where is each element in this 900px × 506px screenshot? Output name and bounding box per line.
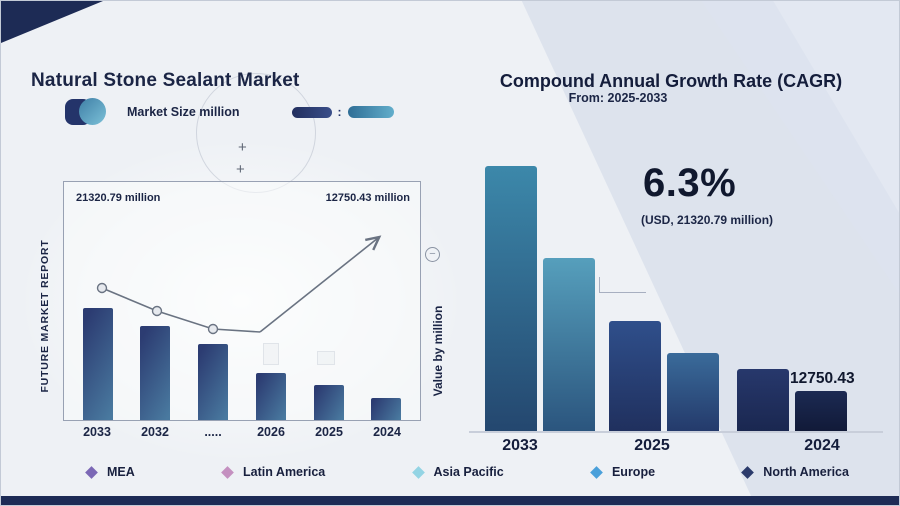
- market-size-bars: [64, 182, 420, 420]
- pill-colon: :: [337, 105, 342, 119]
- left-x-axis-label: 2033: [83, 425, 111, 439]
- cagr-bar-2033-1: [485, 166, 537, 431]
- market-size-legend: Market Size million :: [65, 95, 394, 129]
- cagr-bar-group-2024: [737, 369, 847, 431]
- market-size-bar-2032: [140, 326, 171, 420]
- legend-label: North America: [763, 465, 849, 479]
- right-chart-baseline: [469, 431, 883, 433]
- future-market-report-label: FUTURE MARKET REPORT: [39, 239, 51, 393]
- left-bar-column: [127, 326, 183, 420]
- value-callout: 12750.43: [790, 370, 855, 387]
- left-x-axis: 2033 2032..... 2026 2025 2024: [63, 425, 421, 439]
- cagr-percentage: 6.3%: [643, 161, 737, 205]
- left-bar-column: [358, 398, 414, 420]
- legend-diamond-icon: [411, 465, 425, 479]
- legend-diamond-icon: [590, 465, 603, 479]
- legend-label: Europe: [611, 465, 656, 479]
- corner-triangle-decor: [1, 1, 103, 43]
- legend-label: Asia Pacific: [433, 465, 504, 479]
- cagr-bar-group-2025: [609, 321, 719, 431]
- market-size-bar-2033: [82, 308, 113, 420]
- legend-item-north-america: North America: [741, 465, 849, 479]
- cagr-bar-2024-1: [737, 369, 789, 431]
- cagr-bar-2025-2: [667, 353, 719, 431]
- left-x-axis-label: 2025: [315, 425, 343, 439]
- legend-diamond-icon: [741, 465, 755, 479]
- step-line-decor: [599, 277, 646, 293]
- cagr-note: (USD, 21320.79 million): [641, 213, 774, 227]
- pill-dark-icon: [291, 106, 332, 118]
- legend-diamond-icon: [85, 465, 98, 479]
- cagr-bar-2024-2: [795, 391, 847, 431]
- minus-circle-icon: −: [425, 247, 440, 262]
- plus-icon: +: [238, 139, 247, 156]
- icon-front-shape: [79, 98, 106, 125]
- legend-item-latin-america: Latin America: [221, 465, 326, 479]
- right-x-axis: 2033 2025 2024: [471, 437, 881, 455]
- region-legend: MEA Latin America Asia Pacific Europe North …: [85, 465, 849, 479]
- market-size-bar-2024: [371, 398, 402, 420]
- market-size-icon: [65, 97, 109, 127]
- left-bar-column: [185, 344, 241, 420]
- left-x-axis-label: 2024: [373, 425, 401, 439]
- cagr-bar-2025-1: [609, 321, 661, 431]
- legend-diamond-icon: [221, 465, 234, 479]
- left-chart-title: Natural Stone Sealant Market: [31, 69, 300, 91]
- left-bar-column: [70, 308, 126, 420]
- end-value-annotation: 12750.43 million: [325, 192, 410, 204]
- cagr-bar-2033-2: [543, 258, 595, 431]
- legend-label: Latin America: [243, 465, 326, 479]
- left-x-axis-label: 2026: [257, 425, 285, 439]
- value-axis-label: Value by million: [431, 305, 445, 397]
- market-size-chart: 21320.79 million 12750.43 million: [63, 181, 421, 421]
- market-size-bar-.....: [198, 344, 229, 420]
- market-size-legend-label: Market Size million: [127, 105, 240, 119]
- left-bar-column: [243, 373, 299, 420]
- legend-item-europe: Europe: [590, 465, 656, 479]
- legend-item-mea: MEA: [85, 465, 135, 479]
- right-x-axis-label: 2024: [804, 437, 840, 454]
- cagr-bar-group-2033: [485, 166, 595, 431]
- market-size-bar-2026: [255, 373, 286, 420]
- cagr-title: Compound Annual Growth Rate (CAGR): [499, 70, 843, 91]
- legend-pill-group: :: [291, 105, 394, 119]
- legend-item-asia-pacific: Asia Pacific: [411, 465, 504, 479]
- left-bar-column: [301, 385, 357, 420]
- right-x-axis-label: 2033: [502, 437, 538, 454]
- start-value-annotation: 21320.79 million: [76, 192, 161, 204]
- cagr-subtitle: From: 2025-2033: [568, 91, 668, 105]
- left-x-axis-label: .....: [204, 425, 222, 439]
- pill-teal-icon: [347, 106, 394, 118]
- cagr-bars: [471, 151, 881, 431]
- left-x-axis-label: 2032: [141, 425, 169, 439]
- bottom-accent-bar: [1, 496, 899, 505]
- right-x-axis-label: 2025: [634, 437, 670, 454]
- legend-label: MEA: [107, 465, 135, 479]
- market-size-bar-2025: [313, 385, 344, 420]
- plus-icon: +: [236, 161, 245, 178]
